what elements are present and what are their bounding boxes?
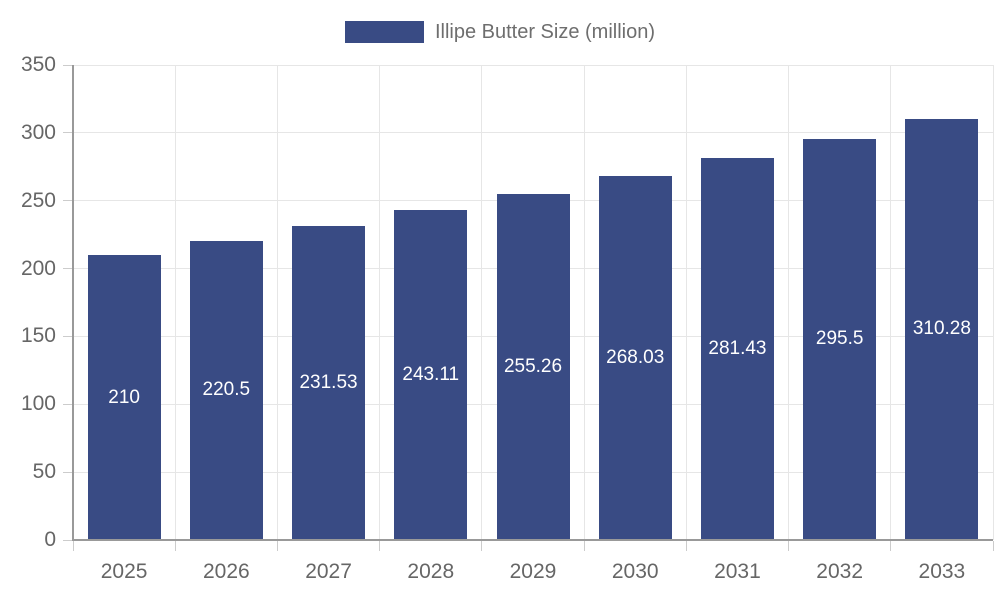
y-axis-tick-label: 250	[20, 188, 56, 212]
y-axis-tick-label: 350	[20, 53, 56, 76]
x-axis-tick	[685, 541, 687, 551]
x-axis-tick	[276, 541, 278, 551]
x-axis-tick-label: 2030	[611, 560, 659, 583]
gridline-vertical	[276, 65, 278, 540]
bar-value-label: 255.26	[503, 355, 563, 377]
bar[interactable]	[905, 118, 979, 540]
x-axis-tick-label: 2029	[509, 560, 557, 583]
bar-value-label: 231.53	[299, 371, 358, 393]
y-axis-tick	[63, 471, 73, 473]
x-axis-tick	[788, 541, 790, 551]
x-axis-tick-label: 2026	[202, 560, 250, 583]
y-axis-tick-label: 300	[20, 120, 56, 144]
legend-label: Illipe Butter Size (million)	[434, 21, 656, 43]
gridline-horizontal	[73, 64, 993, 66]
x-axis-line	[72, 539, 993, 541]
y-axis-tick-label: 100	[20, 392, 56, 416]
x-axis-tick-label: 2031	[714, 560, 761, 583]
bar-value-label: 281.43	[708, 338, 767, 360]
bar-value-label: 310.28	[912, 318, 971, 340]
y-axis-tick-label: 150	[20, 324, 56, 348]
gridline-vertical	[379, 65, 381, 540]
y-axis-tick-label: 0	[44, 528, 56, 551]
gridline-vertical	[685, 65, 687, 540]
y-axis-line	[72, 65, 74, 541]
bar[interactable]	[700, 158, 774, 540]
bar-value-label: 243.11	[402, 364, 460, 386]
y-axis-tick	[63, 64, 73, 66]
gridline-vertical	[788, 65, 790, 540]
legend-swatch	[344, 21, 424, 43]
x-axis-tick	[72, 541, 74, 551]
x-axis-tick-label: 2027	[305, 560, 352, 583]
bar-value-label: 210	[108, 386, 140, 408]
gridline-vertical	[174, 65, 176, 540]
bar[interactable]	[292, 225, 366, 540]
gridline-horizontal	[73, 132, 993, 134]
x-axis-tick-label: 2025	[100, 560, 148, 583]
y-axis-tick	[63, 335, 73, 337]
bar-value-label: 295.5	[815, 328, 864, 350]
y-axis-tick	[63, 200, 73, 202]
x-axis-tick	[890, 541, 892, 551]
x-axis-tick	[379, 541, 381, 551]
y-axis-tick-label: 50	[32, 460, 56, 484]
bar-value-label: 220.5	[202, 379, 251, 401]
y-axis-tick	[63, 403, 73, 405]
x-axis-tick	[992, 541, 994, 551]
x-axis-tick-label: 2033	[918, 560, 966, 583]
bar[interactable]	[189, 240, 263, 540]
gridline-vertical	[992, 65, 994, 540]
x-axis-tick-label: 2032	[816, 560, 864, 583]
y-axis-tick	[63, 268, 73, 270]
gridline-vertical	[583, 65, 585, 540]
x-axis-tick	[481, 541, 483, 551]
bar[interactable]	[598, 176, 672, 540]
bar[interactable]	[394, 210, 468, 540]
bar[interactable]	[87, 255, 161, 540]
bar-value-label: 268.03	[606, 347, 665, 369]
gridline-vertical	[890, 65, 892, 540]
bar[interactable]	[803, 138, 877, 540]
y-axis-tick	[63, 132, 73, 134]
bar[interactable]	[496, 193, 570, 540]
x-axis-tick	[583, 541, 585, 551]
y-axis-tick-label: 200	[20, 256, 56, 280]
legend-item[interactable]: Illipe Butter Size (million)	[0, 21, 1000, 43]
gridline-vertical	[481, 65, 483, 540]
x-axis-tick-label: 2028	[407, 560, 455, 583]
y-axis-tick	[63, 539, 73, 541]
x-axis-tick	[174, 541, 176, 551]
